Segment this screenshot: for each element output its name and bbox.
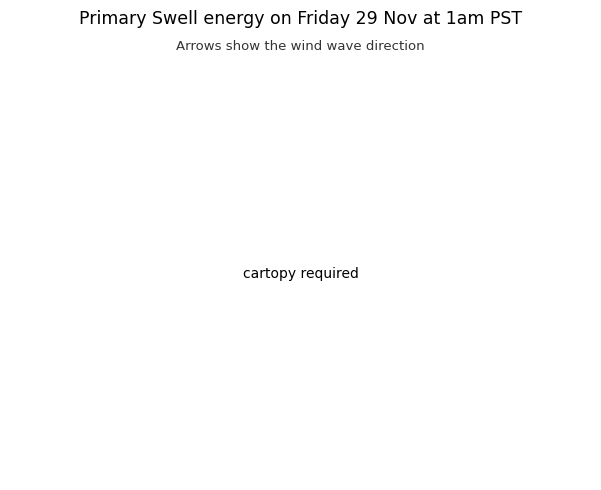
Text: Primary Swell energy on Friday 29 Nov at 1am PST: Primary Swell energy on Friday 29 Nov at… — [79, 9, 522, 27]
Text: Arrows show the wind wave direction: Arrows show the wind wave direction — [176, 40, 425, 53]
Text: cartopy required: cartopy required — [243, 268, 358, 281]
